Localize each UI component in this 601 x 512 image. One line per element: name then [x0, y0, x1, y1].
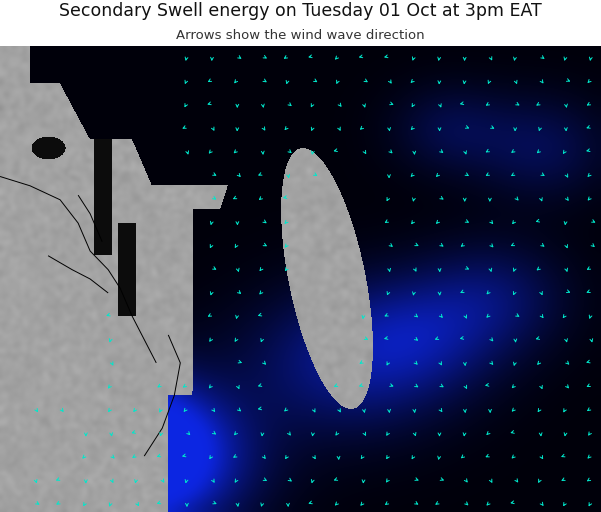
Text: Secondary Swell energy on Tuesday 01 Oct at 3pm EAT: Secondary Swell energy on Tuesday 01 Oct…: [59, 3, 542, 20]
Text: Arrows show the wind wave direction: Arrows show the wind wave direction: [176, 29, 425, 42]
